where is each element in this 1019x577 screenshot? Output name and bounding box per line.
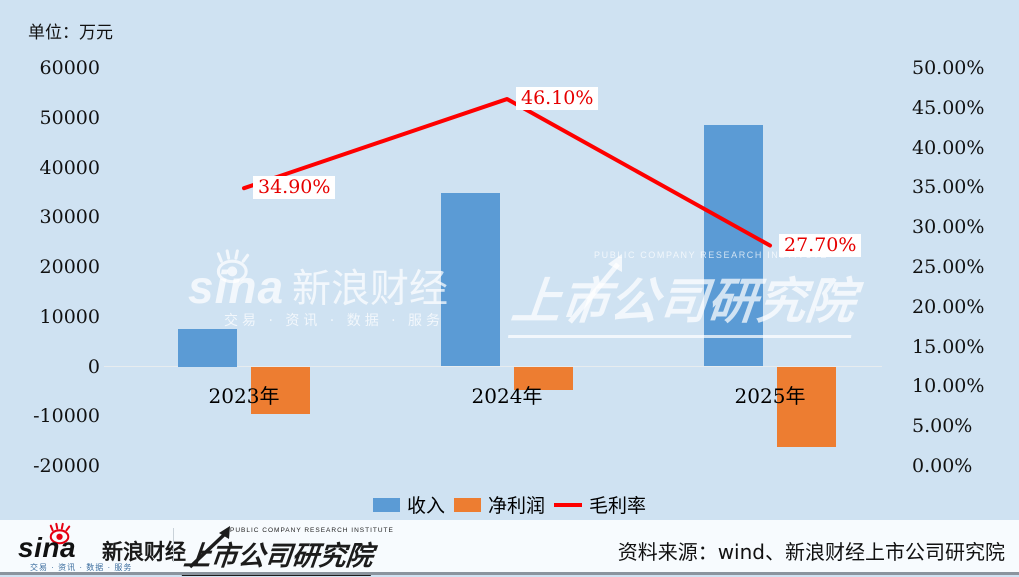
zero-gridline <box>104 366 882 367</box>
revenue-legend-swatch <box>372 497 400 512</box>
gross-margin-point-label: 34.90% <box>253 176 336 200</box>
right-axis-tick: 35.00% <box>912 176 985 199</box>
revenue-bar-2025年 <box>704 124 763 367</box>
left-axis-tick: -10000 <box>33 405 100 428</box>
gross-margin-point-label: 46.10% <box>516 87 599 111</box>
left-axis-tick: 60000 <box>39 57 100 79</box>
footer: sina 新浪财经 交易 · 资讯 · 数据 · 服务 PUBLIC COMPA… <box>0 520 1019 576</box>
left-axis-tick: 20000 <box>39 256 100 278</box>
trend-arrow-icon <box>186 524 238 574</box>
legend: 收入 净利润 毛利率 <box>0 491 1019 518</box>
left-axis-tick: 40000 <box>39 156 100 179</box>
right-axis-tick: 45.00% <box>912 96 985 119</box>
sina-logo-tagline: 交易 · 资讯 · 数据 · 服务 <box>30 563 133 572</box>
gross-margin-legend-label: 毛利率 <box>589 495 647 517</box>
sina-logo-name: 新浪财经 <box>102 540 186 564</box>
right-axis-tick: 25.00% <box>912 256 985 278</box>
x-axis-label: 2023年 <box>208 384 280 408</box>
revenue-bar-2023年 <box>178 329 237 367</box>
axis-unit-label: 单位：万元 <box>28 23 113 43</box>
institute-logo-subtitle: PUBLIC COMPANY RESEARCH INSTITUTE <box>230 527 394 534</box>
right-axis-tick: 15.00% <box>912 335 985 358</box>
sina-logo: sina 新浪财经 交易 · 资讯 · 数据 · 服务 <box>16 522 186 572</box>
sina-logo-brand: sina <box>18 532 77 563</box>
right-axis-tick: 50.00% <box>912 57 985 79</box>
left-axis-tick: 30000 <box>39 206 100 229</box>
net-profit-bar-2023年 <box>251 366 310 415</box>
right-axis-tick: 0.00% <box>912 455 973 477</box>
data-source-text: 资料来源：wind、新浪财经上市公司研究院 <box>617 540 1005 564</box>
legend-item-revenue: 收入 <box>372 491 445 518</box>
legend-item-net-profit: 净利润 <box>453 491 545 518</box>
watermark-sina: sina 新浪财经 交易 · 资讯 · 数据 · 服务 <box>188 246 458 334</box>
x-axis-label: 2024年 <box>471 384 543 408</box>
watermark-institute: PUBLIC COMPANY RESEARCH INSTITUTE 上市公司研究… <box>508 250 860 338</box>
gross-margin-legend-marker <box>554 502 582 507</box>
sina-eye-icon <box>48 522 72 550</box>
revenue-bar-2024年 <box>441 192 500 367</box>
net-profit-bar-2024年 <box>514 366 573 390</box>
watermark-sina-name: 新浪财经 <box>292 267 449 312</box>
legend-item-gross-margin: 毛利率 <box>554 491 646 518</box>
revenue-legend-label: 收入 <box>406 495 445 517</box>
right-axis-tick: 5.00% <box>912 415 973 438</box>
right-axis-tick: 30.00% <box>912 216 985 239</box>
net-profit-legend-label: 净利润 <box>487 495 545 517</box>
sina-eye-icon <box>214 246 252 292</box>
gross-margin-point-label: 27.70% <box>779 233 862 257</box>
footer-bottom-bar <box>0 572 1019 575</box>
left-axis-tick: 10000 <box>39 305 100 328</box>
left-axis-tick: -20000 <box>33 455 100 477</box>
trend-arrow-icon <box>564 252 630 330</box>
watermark-sina-tagline: 交易 · 资讯 · 数据 · 服务 <box>224 313 445 329</box>
right-axis-tick: 20.00% <box>912 295 985 318</box>
right-axis-tick: 40.00% <box>912 136 985 159</box>
net-profit-bar-2025年 <box>777 366 836 447</box>
institute-logo: PUBLIC COMPANY RESEARCH INSTITUTE 上市公司研究… <box>181 524 399 576</box>
right-axis-tick: 10.00% <box>912 375 985 398</box>
footer-divider <box>173 528 174 562</box>
left-axis-tick: 0 <box>87 355 100 378</box>
x-axis-label: 2025年 <box>734 384 806 408</box>
net-profit-legend-swatch <box>453 497 481 512</box>
watermark-sina-brand: sina <box>188 261 285 313</box>
left-axis-tick: 50000 <box>39 106 100 129</box>
watermark-institute-name: 上市公司研究院 <box>508 262 860 338</box>
